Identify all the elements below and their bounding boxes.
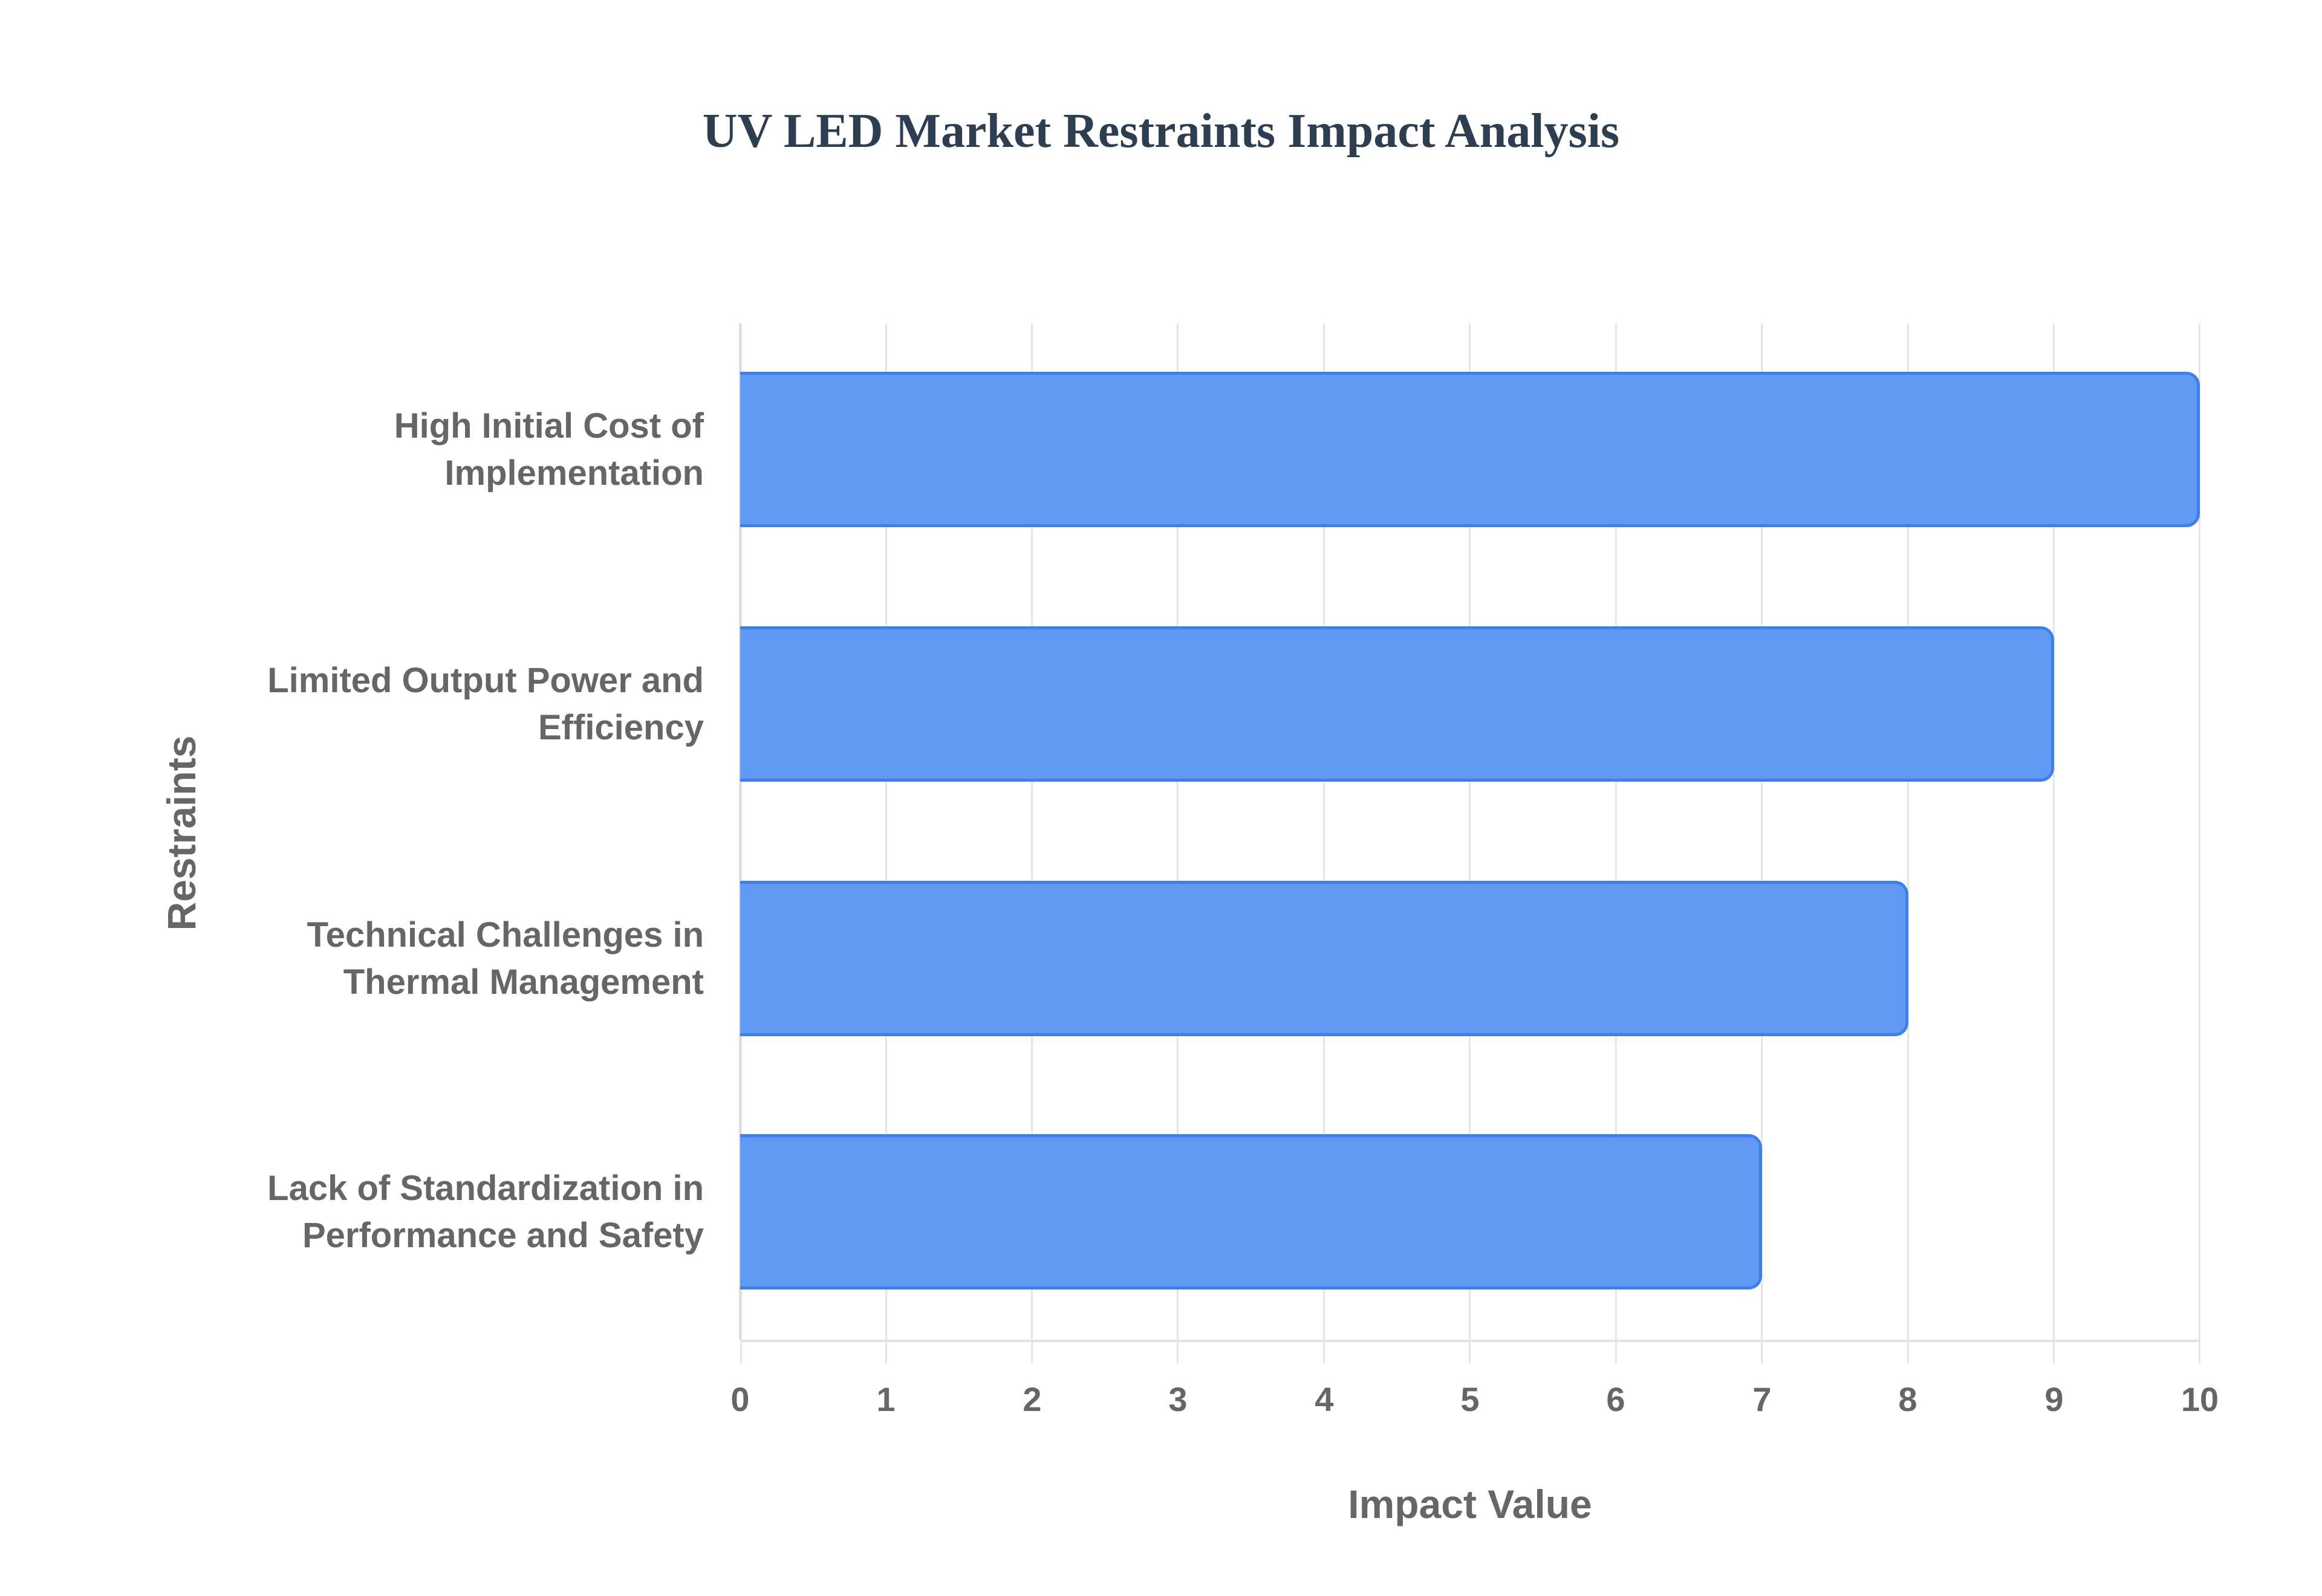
y-tick-label-line: Thermal Management: [343, 962, 704, 1002]
gridline: [1031, 323, 1033, 1363]
x-tick-label: 4: [1315, 1380, 1334, 1418]
x-axis-title: Impact Value: [1348, 1482, 1592, 1526]
gridline: [2199, 323, 2200, 1363]
y-tick-label: Technical Challenges in Thermal Manageme…: [160, 912, 704, 1006]
y-axis-line: [739, 323, 741, 1340]
x-axis-line: [740, 1340, 2200, 1342]
y-tick-label-line: Lack of Standardization in: [267, 1169, 704, 1208]
y-tick-label-line: Limited Output Power and: [267, 661, 704, 700]
y-axis-title: Restraints: [159, 735, 204, 931]
x-tick-label: 6: [1606, 1380, 1625, 1418]
x-tick-label: 9: [2044, 1380, 2064, 1418]
x-tick-label: 10: [2181, 1380, 2219, 1418]
x-tick-label: 2: [1023, 1380, 1042, 1418]
gridline: [2053, 323, 2055, 1363]
y-tick-label: High Initial Cost of Implementation: [160, 403, 704, 497]
y-tick-label-line: Performance and Safety: [302, 1216, 704, 1255]
y-tick-label-line: Technical Challenges in: [307, 915, 704, 955]
x-tick-label: 3: [1168, 1380, 1188, 1418]
bar-lack-of-standardization[interactable]: [740, 1134, 1762, 1289]
bar-thermal-management[interactable]: [740, 881, 1908, 1036]
y-tick-label: Lack of Standardization in Performance a…: [160, 1165, 704, 1259]
bar-limited-output-power[interactable]: [740, 626, 2054, 782]
x-tick-label: 8: [1898, 1380, 1917, 1418]
x-tick-label: 1: [876, 1380, 896, 1418]
x-tick-label: 5: [1460, 1380, 1480, 1418]
x-tick-label: 7: [1752, 1380, 1772, 1418]
chart-title: UV LED Market Restraints Impact Analysis: [702, 105, 1620, 158]
plot-area: [739, 323, 2200, 1363]
bar-high-initial-cost[interactable]: [740, 372, 2200, 527]
gridline: [1615, 323, 1617, 1363]
gridline: [1761, 323, 1763, 1363]
gridline: [1907, 323, 1909, 1363]
x-tick-label: 0: [730, 1380, 750, 1418]
gridline: [885, 323, 887, 1363]
y-tick-label-line: Efficiency: [538, 708, 704, 747]
y-tick-label-line: Implementation: [444, 453, 704, 493]
gridline: [1177, 323, 1179, 1363]
gridline: [1323, 323, 1325, 1363]
gridline: [1469, 323, 1471, 1363]
y-tick-label: Limited Output Power and Efficiency: [160, 657, 704, 751]
y-tick-label-line: High Initial Cost of: [394, 406, 704, 446]
